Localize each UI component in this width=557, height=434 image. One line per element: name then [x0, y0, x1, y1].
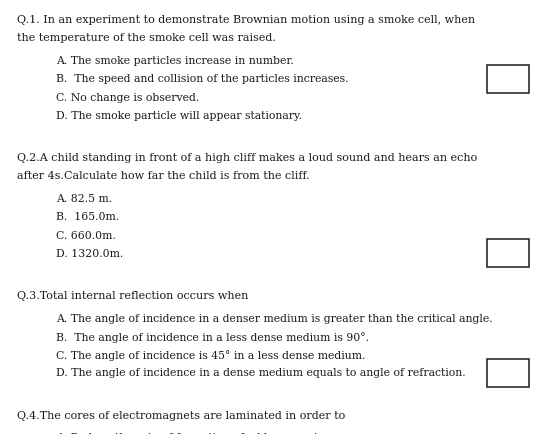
Text: C. No change is observed.: C. No change is observed. — [56, 92, 199, 102]
Bar — [487, 240, 529, 268]
Text: D. The angle of incidence in a dense medium equals to angle of refraction.: D. The angle of incidence in a dense med… — [56, 368, 465, 378]
Text: D. 1320.0m.: D. 1320.0m. — [56, 248, 123, 258]
Text: A. Reduce the rate of formation of eddy currents.: A. Reduce the rate of formation of eddy … — [56, 432, 327, 434]
Text: Q.1. In an experiment to demonstrate Brownian motion using a smoke cell, when: Q.1. In an experiment to demonstrate Bro… — [17, 15, 475, 25]
Text: Q.3.Total internal reflection occurs when: Q.3.Total internal reflection occurs whe… — [17, 290, 248, 300]
Text: Q.4.The cores of electromagnets are laminated in order to: Q.4.The cores of electromagnets are lami… — [17, 410, 345, 420]
Text: A. 82.5 m.: A. 82.5 m. — [56, 194, 112, 204]
Text: A. The smoke particles increase in number.: A. The smoke particles increase in numbe… — [56, 56, 294, 66]
Text: C. 660.0m.: C. 660.0m. — [56, 230, 115, 240]
Text: the temperature of the smoke cell was raised.: the temperature of the smoke cell was ra… — [17, 33, 276, 43]
Text: B.  The speed and collision of the particles increases.: B. The speed and collision of the partic… — [56, 74, 348, 84]
Text: Q.2.A child standing in front of a high cliff makes a loud sound and hears an ec: Q.2.A child standing in front of a high … — [17, 153, 477, 163]
Text: B.  165.0m.: B. 165.0m. — [56, 212, 119, 222]
Text: D. The smoke particle will appear stationary.: D. The smoke particle will appear statio… — [56, 111, 302, 121]
Text: A. The angle of incidence in a denser medium is greater than the critical angle.: A. The angle of incidence in a denser me… — [56, 313, 492, 323]
Bar — [487, 359, 529, 387]
Text: B.  The angle of incidence in a less dense medium is 90°.: B. The angle of incidence in a less dens… — [56, 331, 369, 342]
Bar — [487, 66, 529, 94]
Text: after 4s.Calculate how far the child is from the cliff.: after 4s.Calculate how far the child is … — [17, 171, 310, 181]
Text: C. The angle of incidence is 45° in a less dense medium.: C. The angle of incidence is 45° in a le… — [56, 349, 365, 360]
